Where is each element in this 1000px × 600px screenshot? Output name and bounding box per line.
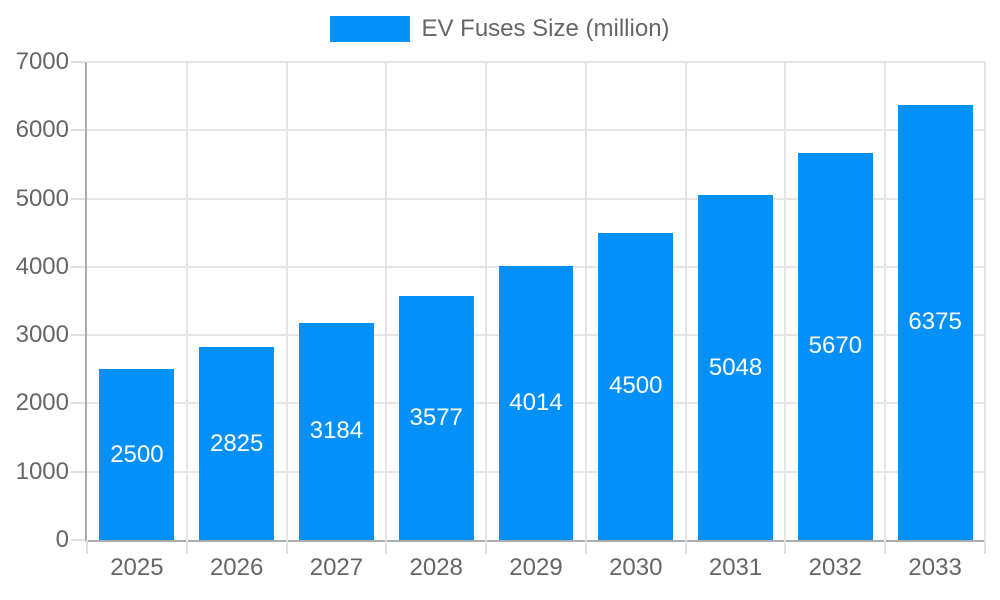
y-axis-tick (71, 265, 85, 268)
x-axis-tick (984, 540, 986, 554)
x-gridline (784, 62, 787, 540)
x-gridline (285, 62, 288, 540)
x-axis-tick (185, 540, 188, 554)
x-gridline (584, 62, 587, 540)
bar: 4500 (598, 232, 674, 540)
x-axis-tick (884, 540, 887, 554)
y-tick-label: 4000 (15, 252, 69, 280)
y-tick-label: 2000 (15, 389, 69, 417)
x-axis-tick (385, 540, 388, 554)
y-gridline (87, 61, 985, 63)
y-tick-label: 0 (55, 526, 69, 553)
y-axis-tick (71, 129, 85, 132)
y-axis-tick (71, 334, 85, 337)
x-axis-tick (784, 540, 787, 554)
y-axis-tick (71, 61, 85, 63)
x-tick-label: 2029 (509, 554, 563, 581)
y-gridline (87, 129, 985, 132)
bar-value-label: 6375 (908, 308, 962, 336)
x-gridline (884, 62, 887, 540)
bar: 3184 (299, 322, 374, 540)
plot-area: 0 1000 2000 3000 4000 5000 6000 7000 2025 2026 202… (16, 50, 986, 580)
y-axis-tick (71, 197, 85, 200)
bar: 5048 (698, 195, 773, 540)
y-tick-label: 5000 (15, 184, 69, 212)
x-gridline (185, 62, 188, 540)
bar: 2825 (199, 347, 275, 540)
legend-swatch[interactable] (330, 16, 411, 42)
bar-value-label: 2500 (110, 440, 164, 468)
y-tick-label: 6000 (15, 116, 69, 144)
y-axis-tick (71, 470, 85, 473)
bar: 6375 (897, 104, 973, 540)
x-gridline (385, 62, 388, 540)
bar-value-label: 5670 (808, 332, 863, 360)
x-tick-label: 2027 (309, 554, 364, 581)
x-tick-label: 2032 (808, 554, 863, 581)
bar: 2500 (99, 369, 175, 540)
y-tick-label: 3000 (15, 321, 69, 349)
bar-value-label: 3184 (309, 417, 364, 445)
x-axis-tick (485, 540, 488, 554)
bar-value-label: 3577 (409, 403, 463, 431)
bar: 4014 (498, 265, 574, 540)
x-gridline (684, 62, 687, 540)
bar-value-label: 5048 (708, 353, 763, 381)
y-tick-label: 7000 (15, 48, 69, 75)
bar-value-label: 2825 (209, 429, 264, 457)
y-axis-tick (71, 539, 85, 541)
x-axis-tick (86, 540, 88, 554)
x-tick-label: 2026 (209, 554, 264, 581)
y-axis-tick (71, 402, 85, 405)
bar-value-label: 4500 (609, 372, 663, 400)
y-gridline (87, 197, 985, 200)
x-tick-label: 2025 (110, 554, 164, 581)
y-tick-label: 1000 (15, 457, 69, 485)
x-gridline (984, 62, 986, 540)
x-axis-tick (285, 540, 288, 554)
x-gridline (485, 62, 488, 540)
x-tick-label: 2033 (908, 554, 962, 581)
x-tick-label: 2031 (708, 554, 763, 581)
x-tick-label: 2028 (409, 554, 463, 581)
bar: 3577 (398, 295, 474, 540)
legend-label[interactable]: EV Fuses Size (million) (421, 15, 670, 42)
x-axis-tick (684, 540, 687, 554)
bar: 5670 (797, 152, 873, 540)
x-axis-tick (584, 540, 587, 554)
x-tick-label: 2030 (609, 554, 663, 581)
bar-value-label: 4014 (509, 388, 563, 416)
legend: EV Fuses Size (million) (0, 16, 1000, 42)
